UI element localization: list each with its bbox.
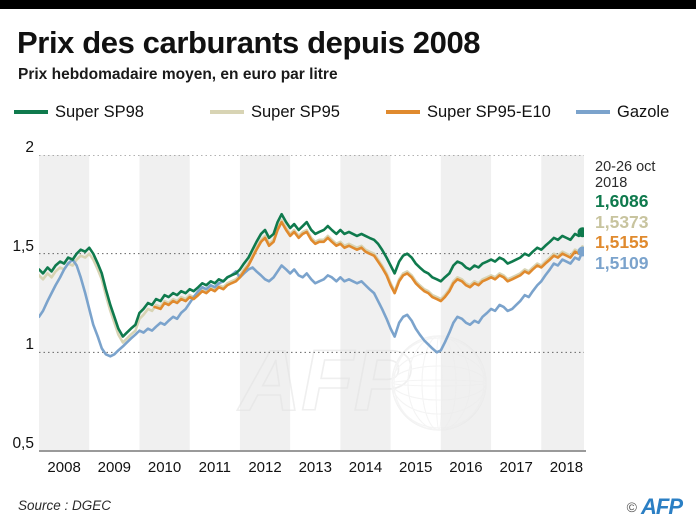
afp-logo: © AFP [626,494,683,519]
line-swatch-icon [386,110,420,114]
y-tick-label: 0,5 [12,435,34,452]
legend-item-super-sp95-e10[interactable]: Super SP95-E10 [386,99,551,125]
x-tick-label: 2009 [97,459,132,476]
x-tick-label: 2013 [298,459,332,476]
annotation-date-line1: 20-26 oct [595,159,656,175]
line-swatch-icon [14,110,48,114]
line-swatch-icon [576,110,610,114]
top-black-bar [0,0,696,9]
y-tick-label: 2 [25,139,34,156]
series-line-gazole [39,250,584,358]
legend-label: Gazole [617,102,670,121]
legend-label: Super SP95-E10 [427,102,551,121]
annotation-value: 1,5109 [595,252,649,273]
x-tick-label: 2012 [248,459,282,476]
line-swatch-icon [210,110,244,114]
x-tick-label: 2011 [198,459,231,476]
endpoint-marker-gazole [577,246,584,257]
svg-text:AFP: AFP [237,333,412,429]
annotation-value: 1,5373 [595,211,649,232]
year-band [239,155,291,451]
page-subtitle: Prix hebdomadaire moyen, en euro par lit… [18,66,338,83]
annotation-date-line2: 2018 [595,175,628,191]
series-line-super-sp95-e10 [153,220,584,311]
afp-watermark: AFP [236,332,487,431]
y-tick-label: 1,5 [12,237,34,255]
annotation-values: 1,6086 1,5373 1,5155 1,5109 [595,191,695,273]
legend-item-super-sp98[interactable]: Super SP98 [14,99,144,125]
legend-item-super-sp95[interactable]: Super SP95 [210,99,340,125]
series-line-super-sp98 [39,212,584,338]
fuel-price-line-chart: AFP [39,155,584,451]
legend-label: Super SP98 [55,102,144,121]
y-axis-labels: 2 1,5 1 0,5 [0,139,34,459]
year-band [340,155,391,451]
chart-legend: Super SP98 Super SP95 Super SP95-E10 Gazole [14,99,682,125]
latest-values-annotation: 20-26 oct 2018 1,6086 1,5373 1,5155 1,5109 [595,159,695,273]
x-tick-label: 2010 [147,459,182,476]
x-tick-label: 2017 [499,459,533,476]
page-title: Prix des carburants depuis 2008 [17,25,481,60]
copyright-icon: © [626,499,637,515]
chart-plot-area: AFP [39,155,584,451]
x-tick-label: 2008 [47,459,81,476]
legend-label: Super SP95 [251,102,340,121]
annotation-value: 1,6086 [595,191,649,211]
x-tick-label: 2015 [399,459,433,476]
x-axis-labels: 2008 2009 2010 2011 2012 2013 2014 2015 2016 2017… [33,459,593,481]
year-band [541,155,584,451]
afp-wordmark: AFP [641,494,683,519]
endpoint-marker-super-sp98 [577,227,584,238]
y-tick-label: 1 [25,336,34,354]
infographic-frame: Prix des carburants depuis 2008 Prix heb… [0,9,696,518]
x-tick-label: 2018 [549,459,584,476]
legend-item-gazole[interactable]: Gazole [576,99,669,125]
annotation-value: 1,5155 [595,232,649,252]
x-tick-label: 2016 [449,459,483,476]
x-tick-label: 2014 [348,459,383,476]
x-axis-line [39,450,586,452]
source-note: Source : DGEC [18,498,112,513]
